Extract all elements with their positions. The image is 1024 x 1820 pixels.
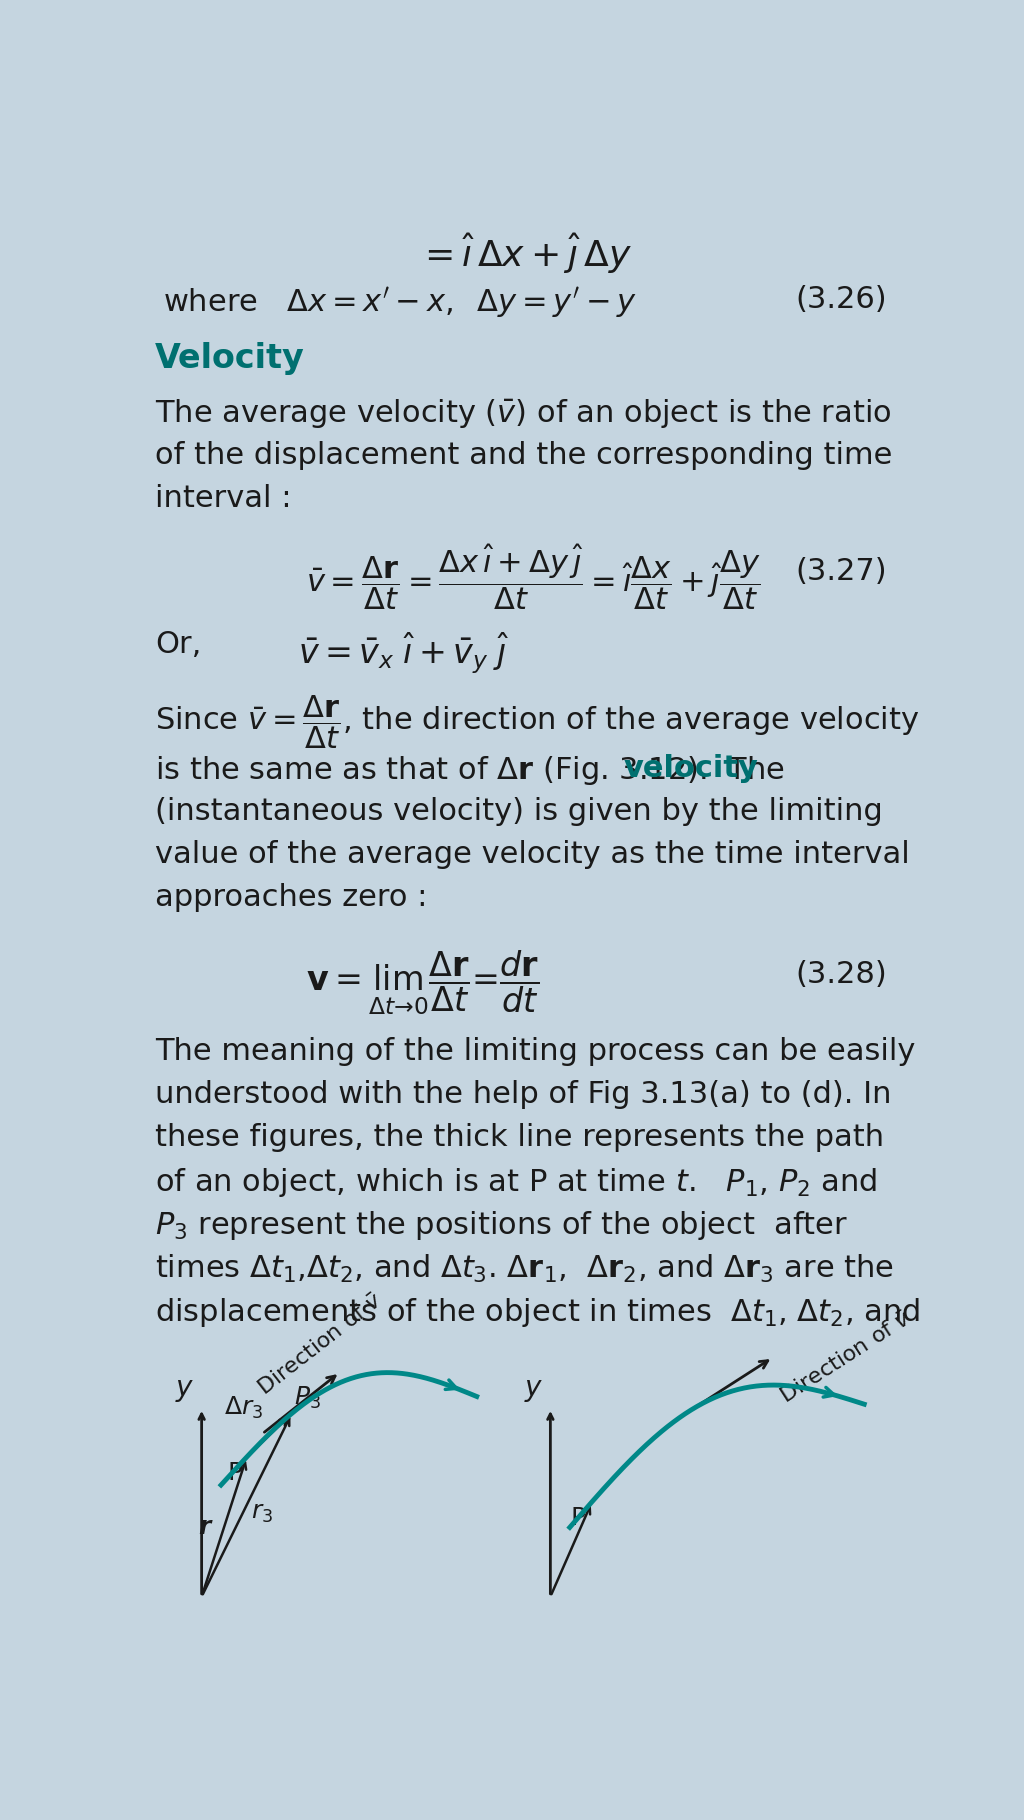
Text: $r_3$: $r_3$ xyxy=(251,1502,272,1525)
Text: (3.28): (3.28) xyxy=(796,959,888,988)
Text: Velocity: Velocity xyxy=(155,342,305,375)
Text: Direction of $\bar{v}$: Direction of $\bar{v}$ xyxy=(776,1307,915,1407)
Text: r: r xyxy=(198,1514,210,1540)
Text: is the same as that of $\Delta\mathbf{r}$ (Fig. 3.12).  The: is the same as that of $\Delta\mathbf{r}… xyxy=(155,753,786,786)
Text: $P_3$ represent the positions of the object  after: $P_3$ represent the positions of the obj… xyxy=(155,1208,848,1243)
Text: understood with the help of Fig 3.13(a) to (d). In: understood with the help of Fig 3.13(a) … xyxy=(155,1079,892,1108)
Text: times $\Delta t_1$,$\Delta t_2$, and $\Delta t_3$. $\Delta\mathbf{r}_1$,  $\Delt: times $\Delta t_1$,$\Delta t_2$, and $\D… xyxy=(155,1252,894,1285)
Text: where   $\Delta x = x^{\prime} - x,\;\; \Delta y = y^{\prime} - y$: where $\Delta x = x^{\prime} - x,\;\; \D… xyxy=(163,284,637,320)
Text: approaches zero :: approaches zero : xyxy=(155,883,427,912)
Text: $\bar{v} = \dfrac{\Delta \mathbf{r}}{\Delta t} = \dfrac{\Delta x\,\hat{\imath}+\: $\bar{v} = \dfrac{\Delta \mathbf{r}}{\De… xyxy=(306,542,761,612)
Text: P: P xyxy=(570,1505,586,1529)
Text: Since $\bar{v} = \dfrac{\Delta \mathbf{r}}{\Delta t}$, the direction of the aver: Since $\bar{v} = \dfrac{\Delta \mathbf{r… xyxy=(155,693,920,752)
Text: value of the average velocity as the time interval: value of the average velocity as the tim… xyxy=(155,839,910,868)
Text: (3.27): (3.27) xyxy=(796,557,888,586)
Text: P: P xyxy=(227,1461,243,1485)
Text: of the displacement and the corresponding time: of the displacement and the correspondin… xyxy=(155,440,893,470)
Text: The meaning of the limiting process can be easily: The meaning of the limiting process can … xyxy=(155,1037,915,1067)
Text: $\mathbf{v} = \lim_{\Delta t \to 0}\dfrac{\Delta \mathbf{r}}{\Delta t} = \dfrac{: $\mathbf{v} = \lim_{\Delta t \to 0}\dfra… xyxy=(306,948,540,1017)
Text: velocity: velocity xyxy=(624,753,759,783)
Text: Or,: Or, xyxy=(155,630,202,659)
Text: these figures, the thick line represents the path: these figures, the thick line represents… xyxy=(155,1123,885,1152)
Text: $= \hat{\imath}\,\Delta x + \hat{\jmath}\,\Delta y$: $= \hat{\imath}\,\Delta x + \hat{\jmath}… xyxy=(417,233,633,277)
Text: y: y xyxy=(176,1374,193,1401)
Text: $\Delta r_3$: $\Delta r_3$ xyxy=(224,1396,263,1421)
Text: interval :: interval : xyxy=(155,484,292,513)
Text: (3.26): (3.26) xyxy=(796,284,888,313)
Text: Direction of $\bar{v}$: Direction of $\bar{v}$ xyxy=(254,1290,387,1400)
Text: The average velocity ($\bar{v}$) of an object is the ratio: The average velocity ($\bar{v}$) of an o… xyxy=(155,399,892,431)
Text: y: y xyxy=(524,1374,541,1401)
Text: of an object, which is at P at time $t$.   $P_1$, $P_2$ and: of an object, which is at P at time $t$.… xyxy=(155,1167,878,1199)
Text: $P_3$: $P_3$ xyxy=(294,1385,321,1410)
Text: $\bar{v} = \bar{v}_x\;\hat{\imath} + \bar{v}_y\;\hat{\jmath}$: $\bar{v} = \bar{v}_x\;\hat{\imath} + \ba… xyxy=(299,630,510,677)
Text: (instantaneous velocity) is given by the limiting: (instantaneous velocity) is given by the… xyxy=(155,797,883,826)
Text: displacements of the object in times  $\Delta t_1$, $\Delta t_2$, and: displacements of the object in times $\D… xyxy=(155,1296,921,1329)
